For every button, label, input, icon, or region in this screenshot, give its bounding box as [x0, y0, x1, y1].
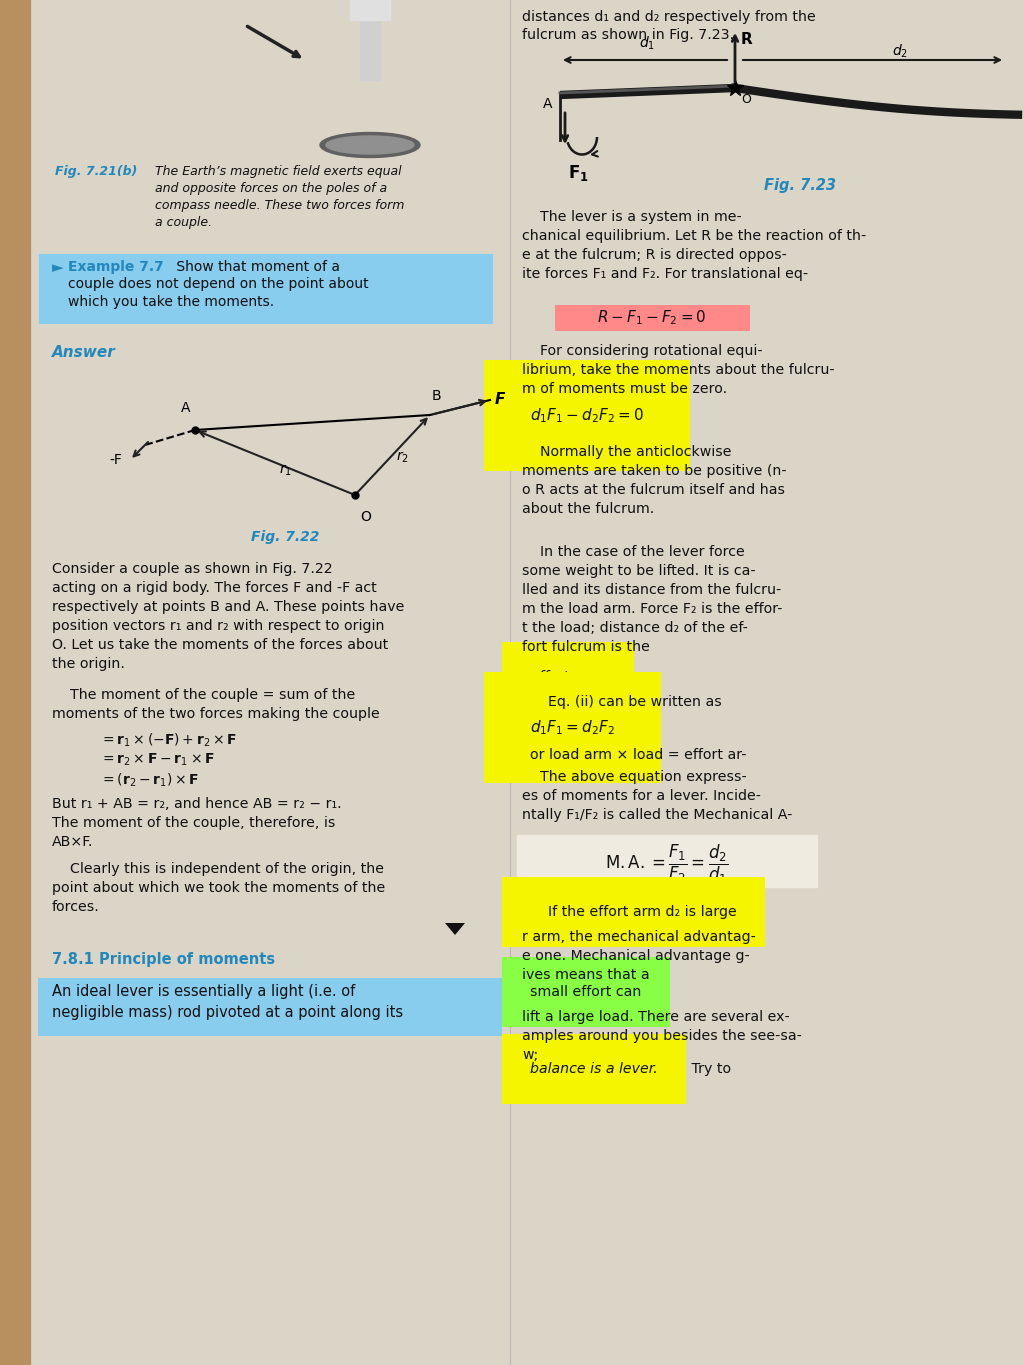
- Text: Eq. (ii) can be written as: Eq. (ii) can be written as: [530, 695, 722, 708]
- Text: $\mathrm{M.A.} = \dfrac{F_1}{F_2} = \dfrac{d_2}{d_1}$: $\mathrm{M.A.} = \dfrac{F_1}{F_2} = \dfr…: [605, 844, 729, 886]
- Text: The above equation express-
es of moments for a lever. Incide-
ntally F₁/F₂ is c: The above equation express- es of moment…: [522, 770, 793, 822]
- Text: But r₁ + AB = r₂, and hence AB = r₂ − r₁.
The moment of the couple, therefore, i: But r₁ + AB = r₂, and hence AB = r₂ − r₁…: [52, 797, 342, 849]
- Text: Answer: Answer: [52, 345, 116, 360]
- Text: The moment of the couple = sum of the
moments of the two forces making the coupl: The moment of the couple = sum of the mo…: [52, 688, 380, 721]
- Text: effort arm.: effort arm.: [530, 670, 606, 684]
- Text: Consider a couple as shown in Fig. 7.22
acting on a rigid body. The forces F and: Consider a couple as shown in Fig. 7.22 …: [52, 562, 404, 670]
- Text: or load arm × load = effort ar-: or load arm × load = effort ar-: [530, 748, 746, 762]
- Text: Example 7.7: Example 7.7: [68, 259, 164, 274]
- Text: lift a large load. There are several ex-
amples around you besides the see-sa-
w: lift a large load. There are several ex-…: [522, 1010, 802, 1062]
- Bar: [517, 835, 817, 887]
- Bar: [360, 10, 380, 81]
- Text: The lever is a system in me-
chanical equilibrium. Let R be the reaction of th-
: The lever is a system in me- chanical eq…: [522, 210, 866, 281]
- Text: $d_1F_1 - d_2F_2 = 0$: $d_1F_1 - d_2F_2 = 0$: [530, 405, 644, 425]
- Text: F: F: [495, 393, 506, 408]
- Bar: [38, 977, 502, 1036]
- Text: Fig. 7.21(b): Fig. 7.21(b): [55, 165, 137, 177]
- Text: Try to: Try to: [687, 1062, 731, 1076]
- Text: r arm, the mechanical advantag-
e one. Mechanical advantage g-
ives means that a: r arm, the mechanical advantag- e one. M…: [522, 930, 756, 981]
- Text: $r_1$: $r_1$: [279, 463, 292, 478]
- Text: A: A: [543, 97, 552, 111]
- Text: ►: ►: [52, 259, 63, 274]
- Text: The Earth’s magnetic field exerts equal
and opposite forces on the poles of a
co: The Earth’s magnetic field exerts equal …: [155, 165, 404, 229]
- Text: which you take the moments.: which you take the moments.: [68, 295, 274, 308]
- Bar: [555, 304, 750, 330]
- Text: small effort can: small effort can: [530, 986, 641, 999]
- Text: $d_1$: $d_1$: [639, 34, 655, 52]
- Text: fulcrum as shown in Fig. 7.23.: fulcrum as shown in Fig. 7.23.: [522, 29, 734, 42]
- Text: $r_2$: $r_2$: [396, 450, 409, 465]
- Polygon shape: [445, 923, 465, 935]
- Text: For considering rotational equi-
librium, take the moments about the fulcru-
m o: For considering rotational equi- librium…: [522, 344, 835, 396]
- Text: $d_1F_1 = d_2F_2$: $d_1F_1 = d_2F_2$: [530, 718, 615, 737]
- Ellipse shape: [326, 136, 414, 154]
- Text: $d_2$: $d_2$: [892, 42, 908, 60]
- Text: O: O: [360, 511, 371, 524]
- Text: balance is a lever.: balance is a lever.: [530, 1062, 657, 1076]
- Text: $= \mathbf{r}_2 \times \mathbf{F} - \mathbf{r}_1 \times \mathbf{F}$: $= \mathbf{r}_2 \times \mathbf{F} - \mat…: [82, 752, 215, 768]
- Text: An ideal lever is essentially a light (i.e. of
negligible mass) rod pivoted at a: An ideal lever is essentially a light (i…: [52, 984, 403, 1020]
- Text: Show that moment of a: Show that moment of a: [172, 259, 340, 274]
- Text: Fig. 7.23: Fig. 7.23: [764, 177, 836, 192]
- Text: $= (\mathbf{r}_2 - \mathbf{r}_1) \times \mathbf{F}$: $= (\mathbf{r}_2 - \mathbf{r}_1) \times …: [82, 773, 199, 789]
- Text: distances d₁ and d₂ respectively from the: distances d₁ and d₂ respectively from th…: [522, 10, 816, 25]
- Bar: [350, 0, 390, 20]
- Text: In the case of the lever force
some weight to be lifted. It is ca-
lled and its : In the case of the lever force some weig…: [522, 545, 782, 654]
- Bar: [40, 255, 492, 324]
- Text: Clearly this is independent of the origin, the
point about which we took the mom: Clearly this is independent of the origi…: [52, 863, 385, 915]
- Text: Normally the anticlockwise
moments are taken to be positive (n-
o R acts at the : Normally the anticlockwise moments are t…: [522, 445, 786, 516]
- Text: 7.8.1 Principle of moments: 7.8.1 Principle of moments: [52, 951, 275, 966]
- Text: $= \mathbf{r}_1 \times (-\mathbf{F}) + \mathbf{r}_2 \times \mathbf{F}$: $= \mathbf{r}_1 \times (-\mathbf{F}) + \…: [82, 732, 238, 749]
- Text: couple does not depend on the point about: couple does not depend on the point abou…: [68, 277, 369, 291]
- Text: $R - F_1 - F_2 = 0$: $R - F_1 - F_2 = 0$: [597, 308, 707, 326]
- Text: O: O: [741, 93, 751, 106]
- Bar: [0, 0, 30, 1365]
- Text: A: A: [180, 401, 190, 415]
- Text: R: R: [741, 31, 753, 46]
- Text: Fig. 7.22: Fig. 7.22: [251, 530, 319, 545]
- Text: If the effort arm d₂ is large: If the effort arm d₂ is large: [530, 905, 736, 919]
- Text: -F: -F: [110, 453, 122, 467]
- Text: B: B: [432, 389, 441, 403]
- Text: $\mathbf{F_1}$: $\mathbf{F_1}$: [567, 162, 589, 183]
- Ellipse shape: [319, 132, 420, 157]
